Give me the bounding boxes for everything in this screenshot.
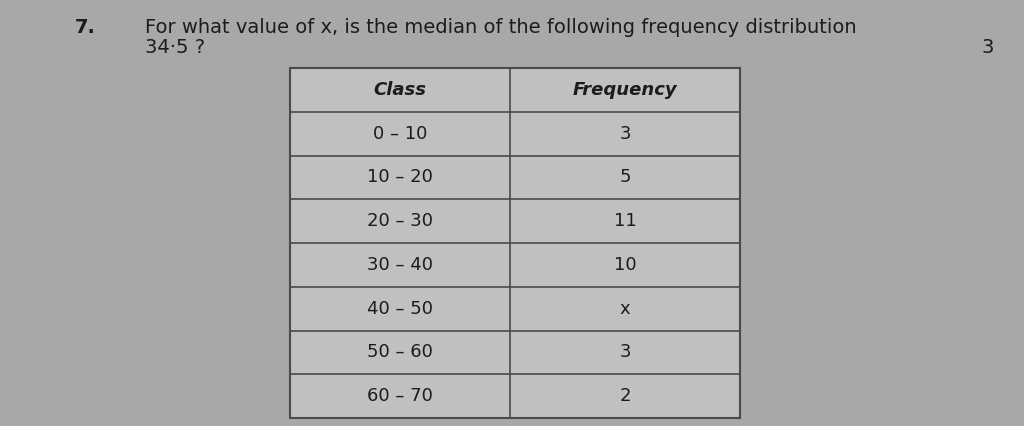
Text: 0 – 10: 0 – 10 xyxy=(373,125,427,143)
Text: 3: 3 xyxy=(620,125,631,143)
Text: 34·5 ?: 34·5 ? xyxy=(145,38,205,57)
Text: 3: 3 xyxy=(620,343,631,361)
Text: 2: 2 xyxy=(620,387,631,405)
Bar xyxy=(290,68,740,418)
Text: 3: 3 xyxy=(982,38,994,57)
Text: Frequency: Frequency xyxy=(572,81,677,99)
Text: 10 – 20: 10 – 20 xyxy=(367,168,433,187)
Text: 10: 10 xyxy=(613,256,636,274)
Text: 50 – 60: 50 – 60 xyxy=(367,343,433,361)
Text: 30 – 40: 30 – 40 xyxy=(367,256,433,274)
Text: 60 – 70: 60 – 70 xyxy=(367,387,433,405)
Text: 40 – 50: 40 – 50 xyxy=(367,299,433,318)
Text: Class: Class xyxy=(374,81,427,99)
Text: 5: 5 xyxy=(620,168,631,187)
Text: 11: 11 xyxy=(613,212,636,230)
Text: x: x xyxy=(620,299,631,318)
Text: 7.: 7. xyxy=(75,18,96,37)
Bar xyxy=(290,68,740,418)
Text: 20 – 30: 20 – 30 xyxy=(367,212,433,230)
Text: For what value of x, is the median of the following frequency distribution: For what value of x, is the median of th… xyxy=(145,18,857,37)
